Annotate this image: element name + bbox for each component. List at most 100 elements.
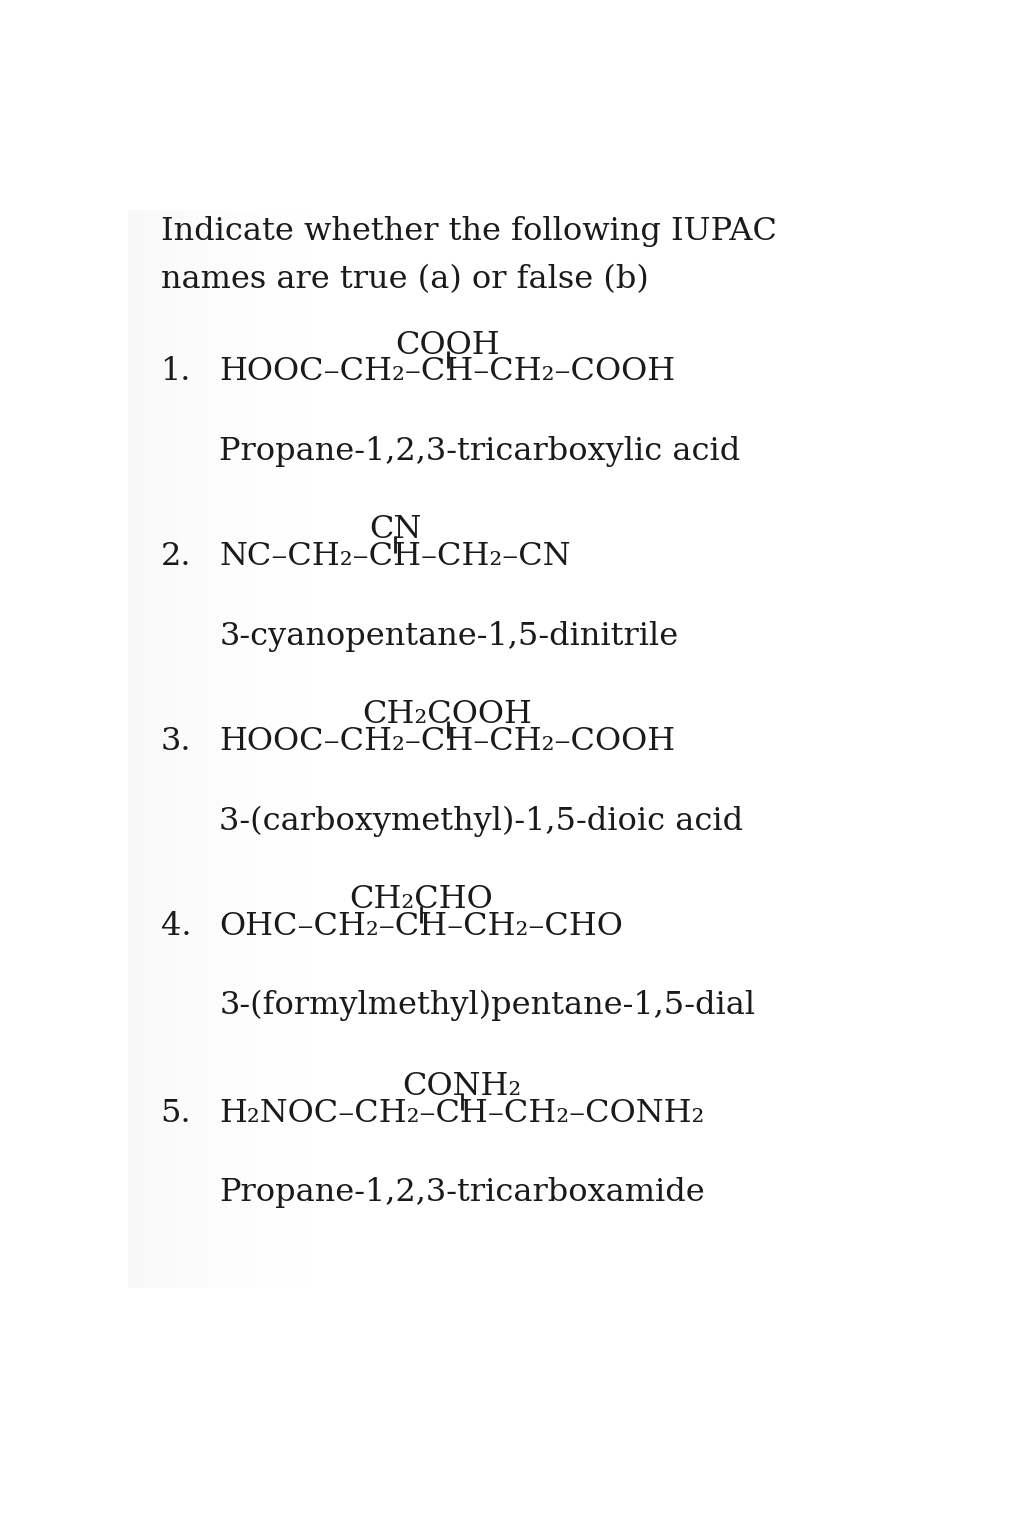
Text: 3.: 3.	[161, 726, 191, 758]
Bar	[171, 210, 173, 1289]
Bar	[175, 210, 177, 1289]
Bar	[184, 210, 186, 1289]
Text: NC–CH₂–CH–CH₂–CN: NC–CH₂–CH–CH₂–CN	[219, 542, 571, 572]
Bar	[271, 210, 272, 1289]
Bar	[317, 210, 319, 1289]
Bar	[157, 210, 159, 1289]
Bar	[237, 210, 239, 1289]
Bar	[208, 210, 209, 1289]
Bar	[310, 210, 312, 1289]
Bar	[331, 210, 333, 1289]
Bar	[215, 210, 217, 1289]
Bar	[309, 210, 310, 1289]
Bar	[263, 210, 265, 1289]
Bar	[150, 210, 152, 1289]
Text: 3-cyanopentane-1,5-dinitrile: 3-cyanopentane-1,5-dinitrile	[219, 621, 679, 652]
Bar	[220, 210, 222, 1289]
Bar	[195, 210, 197, 1289]
Text: COOH: COOH	[395, 330, 500, 360]
Bar	[234, 210, 237, 1289]
Bar	[265, 210, 267, 1289]
Bar	[249, 210, 251, 1289]
Bar	[255, 210, 256, 1289]
Bar	[334, 210, 336, 1289]
Bar	[146, 210, 147, 1289]
Bar	[140, 210, 142, 1289]
Bar	[159, 210, 161, 1289]
Bar	[173, 210, 175, 1289]
Bar	[253, 210, 255, 1289]
Bar	[336, 210, 338, 1289]
Text: CH₂CHO: CH₂CHO	[349, 884, 494, 914]
Bar	[231, 210, 232, 1289]
Bar	[144, 210, 146, 1289]
Bar	[246, 210, 248, 1289]
Bar	[211, 210, 213, 1289]
Bar	[130, 210, 132, 1289]
Bar	[296, 210, 298, 1289]
Bar	[314, 210, 316, 1289]
Bar	[324, 210, 325, 1289]
Bar	[232, 210, 234, 1289]
Bar	[248, 210, 249, 1289]
Text: Indicate whether the following IUPAC: Indicate whether the following IUPAC	[161, 216, 776, 247]
Bar	[329, 210, 331, 1289]
Bar	[312, 210, 314, 1289]
Bar	[316, 210, 317, 1289]
Bar	[305, 210, 307, 1289]
Bar	[206, 210, 208, 1289]
Bar	[262, 210, 263, 1289]
Text: 5.: 5.	[161, 1098, 191, 1129]
Text: 3-(formylmethyl)pentane-1,5-dial: 3-(formylmethyl)pentane-1,5-dial	[219, 991, 756, 1022]
Bar	[137, 210, 139, 1289]
Bar	[154, 210, 155, 1289]
Bar	[322, 210, 324, 1289]
Bar	[201, 210, 202, 1289]
Bar	[128, 210, 130, 1289]
Bar	[191, 210, 194, 1289]
Bar	[182, 210, 184, 1289]
Bar	[300, 210, 302, 1289]
Text: OHC–CH₂–CH–CH₂–CHO: OHC–CH₂–CH–CH₂–CHO	[219, 911, 624, 942]
Bar	[229, 210, 231, 1289]
Bar	[180, 210, 182, 1289]
Bar	[218, 210, 220, 1289]
Bar	[177, 210, 178, 1289]
Bar	[178, 210, 180, 1289]
Bar	[258, 210, 260, 1289]
Bar	[302, 210, 303, 1289]
Bar	[224, 210, 225, 1289]
Bar	[204, 210, 206, 1289]
Bar	[189, 210, 191, 1289]
Bar	[291, 210, 293, 1289]
Text: 2.: 2.	[161, 542, 191, 572]
Bar	[147, 210, 150, 1289]
Bar	[256, 210, 258, 1289]
Bar	[298, 210, 300, 1289]
Text: 4.: 4.	[161, 911, 191, 942]
Bar	[239, 210, 240, 1289]
Bar	[341, 210, 343, 1289]
Bar	[272, 210, 274, 1289]
Bar	[260, 210, 262, 1289]
Bar	[222, 210, 224, 1289]
Text: CONH₂: CONH₂	[402, 1071, 522, 1101]
Bar	[227, 210, 229, 1289]
Bar	[139, 210, 140, 1289]
Bar	[132, 210, 133, 1289]
Bar	[155, 210, 157, 1289]
Bar	[213, 210, 215, 1289]
Bar	[197, 210, 199, 1289]
Bar	[187, 210, 189, 1289]
Bar	[225, 210, 227, 1289]
Bar	[202, 210, 204, 1289]
Bar	[284, 210, 286, 1289]
Bar	[194, 210, 195, 1289]
Bar	[170, 210, 171, 1289]
Bar	[340, 210, 341, 1289]
Bar	[286, 210, 287, 1289]
Text: Propane-1,2,3-tricarboxamide: Propane-1,2,3-tricarboxamide	[219, 1178, 706, 1209]
Text: CN: CN	[369, 514, 422, 546]
Bar	[325, 210, 327, 1289]
Bar	[279, 210, 280, 1289]
